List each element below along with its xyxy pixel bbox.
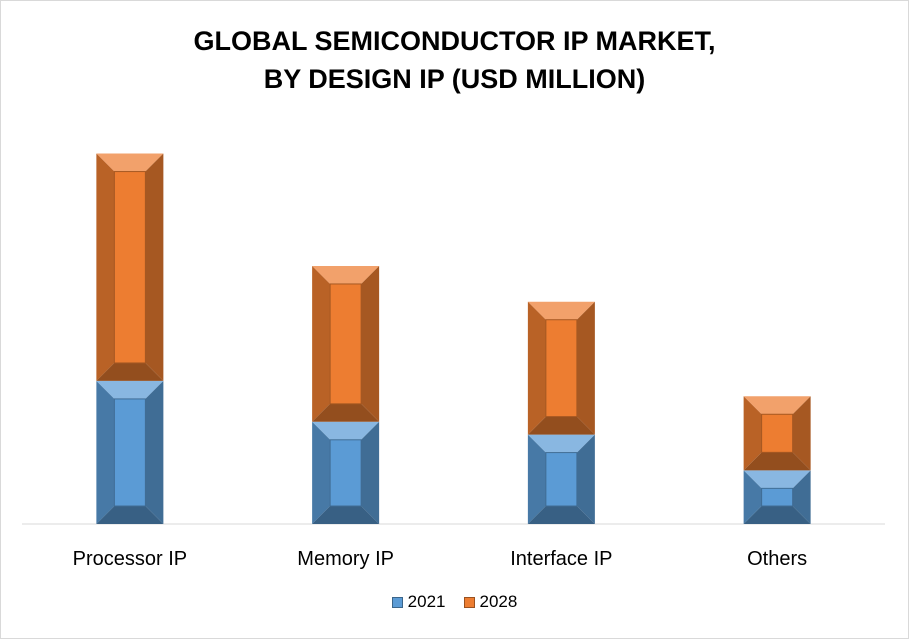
chart-title-line-2: BY DESIGN IP (USD MILLION) [263,64,646,94]
category-label-processor-ip: Processor IP [73,548,187,570]
bar-bevel-top [312,265,380,284]
bar-others-2021 [743,470,811,524]
bar-face [761,487,794,507]
bar-bevel-left [527,301,546,435]
bar-bevel-right [576,434,595,524]
bar-memory-ip-2028 [312,265,380,422]
bar-bevel-right [361,421,380,524]
category-label-others: Others [747,548,807,570]
bar-face [113,171,146,364]
bar-interface-ip-2028 [527,301,595,435]
bar-bevel-top [96,153,164,172]
bar-bevel-right [361,265,380,422]
bar-bevel-left [743,470,762,524]
bar-bevel-bottom [743,452,811,471]
bar-bevel-top [527,434,595,453]
bar-memory-ip-2021 [312,421,380,524]
bar-bevel-left [312,421,331,524]
bar-processor-ip-2021 [96,380,164,524]
bar-bevel-top [96,380,164,399]
bar-bevel-top [743,470,811,489]
legend-item-2028: 2028 [463,592,518,612]
bar-face [545,452,578,507]
bar-face [113,398,146,507]
bar-bevel-right [792,470,811,524]
legend: 2021 2028 [0,592,909,612]
bar-bevel-bottom [312,403,380,422]
bar-bevel-top [312,421,380,440]
bar-interface-ip-2021 [527,434,595,524]
bar-processor-ip-2028 [96,153,164,381]
chart-title-line-1: GLOBAL SEMICONDUCTOR IP MARKET, [193,26,716,56]
bar-bevel-left [527,434,546,524]
legend-swatch-2021 [391,596,403,608]
bar-bevel-left [96,380,115,524]
bar-bevel-left [743,396,762,471]
bar-bevel-top [743,396,811,415]
legend-label-2021: 2021 [407,592,446,611]
bar-face [761,413,794,453]
bar-bevel-right [792,396,811,471]
bar-bevel-bottom [527,506,595,524]
bar-bevel-bottom [527,416,595,435]
legend-label-2028: 2028 [479,592,518,611]
bar-bevel-right [145,153,164,381]
bar-bevel-bottom [96,362,164,381]
bar-face [329,439,362,507]
bar-bevel-bottom [312,506,380,524]
chart-title: GLOBAL SEMICONDUCTOR IP MARKET, BY DESIG… [0,22,909,98]
legend-swatch-2028 [463,596,475,608]
bar-bevel-right [576,301,595,435]
bar-bevel-left [312,265,331,422]
category-label-interface-ip: Interface IP [510,548,612,570]
bar-face [545,319,578,418]
bar-bevel-left [96,153,115,381]
bar-face [329,283,362,405]
bar-bevel-bottom [743,506,811,524]
bar-bevel-right [145,380,164,524]
category-label-memory-ip: Memory IP [297,548,394,570]
legend-item-2021: 2021 [391,592,446,612]
bar-others-2028 [743,396,811,471]
bar-bevel-bottom [96,506,164,524]
bar-bevel-top [527,301,595,320]
